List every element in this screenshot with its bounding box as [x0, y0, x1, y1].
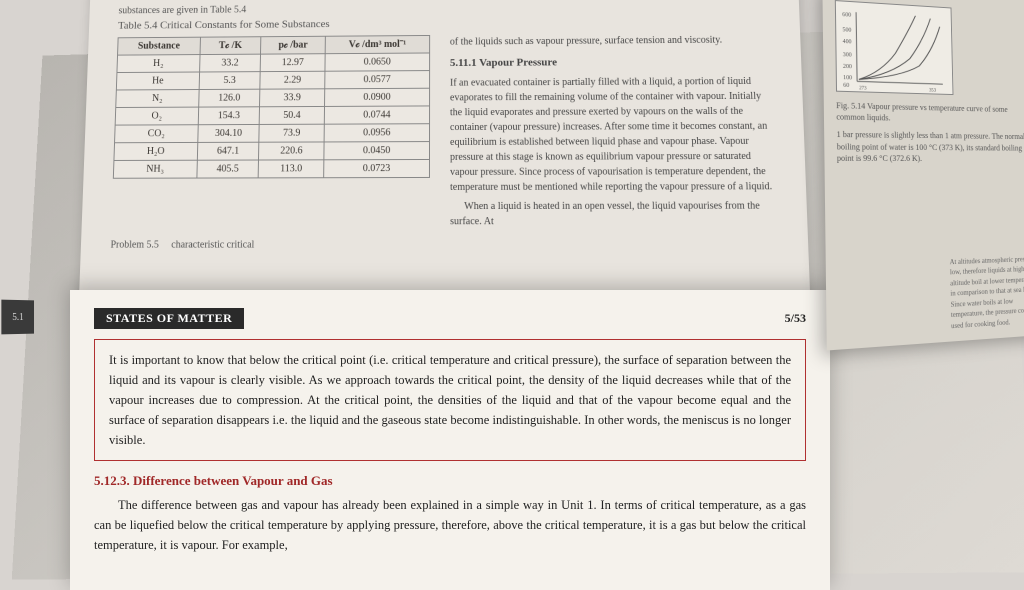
problem-reference: Problem 5.5 characteristic critical — [110, 229, 777, 251]
table-cell: 0.0650 — [325, 53, 430, 71]
table-cell: 50.4 — [259, 106, 324, 124]
table-cell: 33.9 — [260, 89, 325, 107]
svg-text:353: 353 — [929, 88, 937, 93]
table-cell: 0.0723 — [324, 159, 430, 177]
table-cell: 0.0450 — [324, 142, 430, 160]
table-row: NH₃405.5113.00.0723 — [113, 159, 429, 178]
col-pc: p𝒸 /bar — [261, 36, 326, 54]
page-number: 5/53 — [785, 311, 806, 326]
problem-label: Problem 5.5 — [110, 239, 159, 250]
chapter-header-label: STATES OF MATTER — [94, 308, 244, 329]
table-cell: 0.0956 — [324, 124, 429, 142]
page-header-bar: STATES OF MATTER 5/53 — [94, 308, 806, 329]
table-cell: 126.0 — [198, 89, 260, 107]
table-cell: 405.5 — [197, 160, 259, 178]
table-cell: 5.3 — [199, 72, 261, 90]
svg-text:600: 600 — [842, 12, 851, 19]
table-cell: 33.2 — [199, 54, 260, 72]
critical-point-highlight-box: It is important to know that below the c… — [94, 339, 806, 461]
col-substance: Substance — [118, 37, 201, 55]
table-cell: 304.10 — [198, 124, 260, 142]
critical-constants-table: Substance T𝒸 /K p𝒸 /bar V𝒸 /dm³ mol⁻¹ H₂… — [113, 35, 430, 179]
svg-text:60: 60 — [843, 83, 849, 89]
margin-note-2: At altitudes atmospheric pressure is low… — [950, 253, 1024, 331]
table-caption: Table 5.4 Critical Constants for Some Su… — [118, 15, 770, 32]
right-intro: of the liquids such as vapour pressure, … — [450, 32, 770, 49]
col-vc: V𝒸 /dm³ mol⁻¹ — [325, 35, 429, 53]
margin-note-1: 1 bar pressure is slightly less than 1 a… — [837, 129, 1024, 164]
table-cell: NH₃ — [113, 160, 197, 178]
body-paragraph: The difference between gas and vapour ha… — [94, 495, 806, 555]
vapour-pressure-chart: 600 500 400 300 200 100 60 273 353 — [835, 0, 954, 95]
svg-text:400: 400 — [843, 39, 852, 46]
table-cell: 154.3 — [198, 107, 260, 125]
table-cell: H₂ — [117, 55, 200, 73]
table-cell: 12.97 — [260, 54, 325, 72]
table-row: CO₂304.1073.90.0956 — [115, 124, 430, 143]
svg-text:500: 500 — [842, 27, 851, 34]
table-cell: 0.0900 — [325, 88, 430, 106]
table-cell: 113.0 — [258, 160, 324, 178]
lower-textbook-page: STATES OF MATTER 5/53 It is important to… — [70, 290, 830, 590]
vapour-pressure-heading: 5.11.1 Vapour Pressure — [450, 53, 771, 71]
svg-text:100: 100 — [843, 75, 852, 81]
table-header-row: Substance T𝒸 /K p𝒸 /bar V𝒸 /dm³ mol⁻¹ — [118, 35, 430, 55]
right-adjacent-page: 600 500 400 300 200 100 60 273 353 Fig. … — [822, 0, 1024, 351]
table-cell: 0.0744 — [324, 106, 429, 124]
table-cell: O₂ — [115, 107, 198, 125]
table-cell: N₂ — [116, 90, 199, 108]
characteristic-text: characteristic critical — [171, 239, 254, 250]
svg-text:273: 273 — [859, 86, 867, 91]
table-row: O₂154.350.40.0744 — [115, 106, 429, 125]
table-cell: 2.29 — [260, 71, 325, 89]
table-cell: CO₂ — [115, 125, 198, 143]
svg-text:200: 200 — [843, 64, 852, 71]
table-row: N₂126.033.90.0900 — [116, 88, 430, 107]
table-row: He5.32.290.0577 — [116, 71, 429, 90]
table-cell: 220.6 — [259, 142, 324, 160]
table-row: H₂O647.1220.60.0450 — [114, 142, 430, 161]
intro-fragment: substances are given in Table 5.4 — [118, 0, 769, 16]
table-cell: 0.0577 — [325, 71, 430, 89]
vapour-pressure-cont: When a liquid is heated in an open vesse… — [450, 198, 777, 229]
table-cell: He — [116, 72, 199, 90]
table-cell: 73.9 — [259, 124, 324, 142]
right-column-text: of the liquids such as vapour pressure, … — [450, 32, 777, 228]
figure-caption: Fig. 5.14 Vapour pressure vs temperature… — [836, 100, 1024, 126]
table-row: H₂33.212.970.0650 — [117, 53, 430, 73]
svg-text:300: 300 — [843, 52, 852, 59]
chapter-thumb-tab: 5.1 — [1, 300, 34, 335]
table-cell: H₂O — [114, 142, 198, 160]
vapour-pressure-body: If an evacuated container is partially f… — [450, 73, 775, 194]
section-heading: 5.12.3. Difference between Vapour and Ga… — [94, 473, 806, 489]
table-cell: 647.1 — [197, 142, 259, 160]
upper-textbook-page: substances are given in Table 5.4 Table … — [79, 0, 811, 313]
col-tc: T𝒸 /K — [200, 37, 261, 55]
